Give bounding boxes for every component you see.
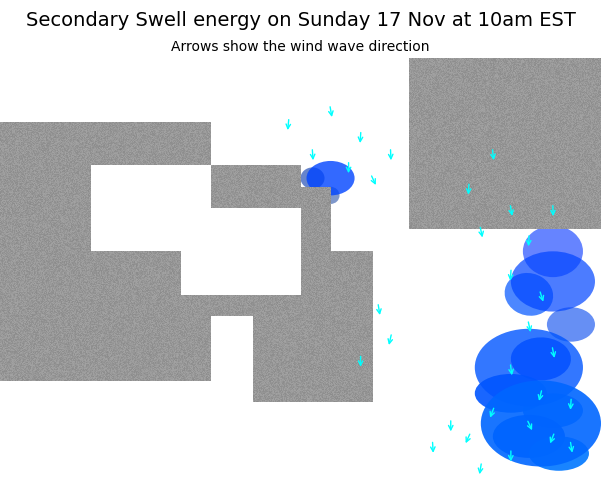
Ellipse shape <box>475 155 511 177</box>
Ellipse shape <box>529 436 589 471</box>
Circle shape <box>481 381 601 467</box>
Circle shape <box>511 252 595 312</box>
Text: Secondary Swell energy on Sunday 17 Nov at 10am EST: Secondary Swell energy on Sunday 17 Nov … <box>26 11 575 30</box>
Circle shape <box>307 162 355 196</box>
Ellipse shape <box>547 307 595 342</box>
Ellipse shape <box>493 415 565 458</box>
Ellipse shape <box>445 122 492 149</box>
Ellipse shape <box>505 273 553 316</box>
Ellipse shape <box>523 226 583 278</box>
Circle shape <box>433 110 505 162</box>
Ellipse shape <box>322 187 340 204</box>
Ellipse shape <box>511 338 571 381</box>
Circle shape <box>475 329 583 407</box>
Ellipse shape <box>300 168 325 189</box>
Ellipse shape <box>475 374 547 413</box>
Text: Arrows show the wind wave direction: Arrows show the wind wave direction <box>171 40 430 54</box>
Ellipse shape <box>523 393 583 428</box>
